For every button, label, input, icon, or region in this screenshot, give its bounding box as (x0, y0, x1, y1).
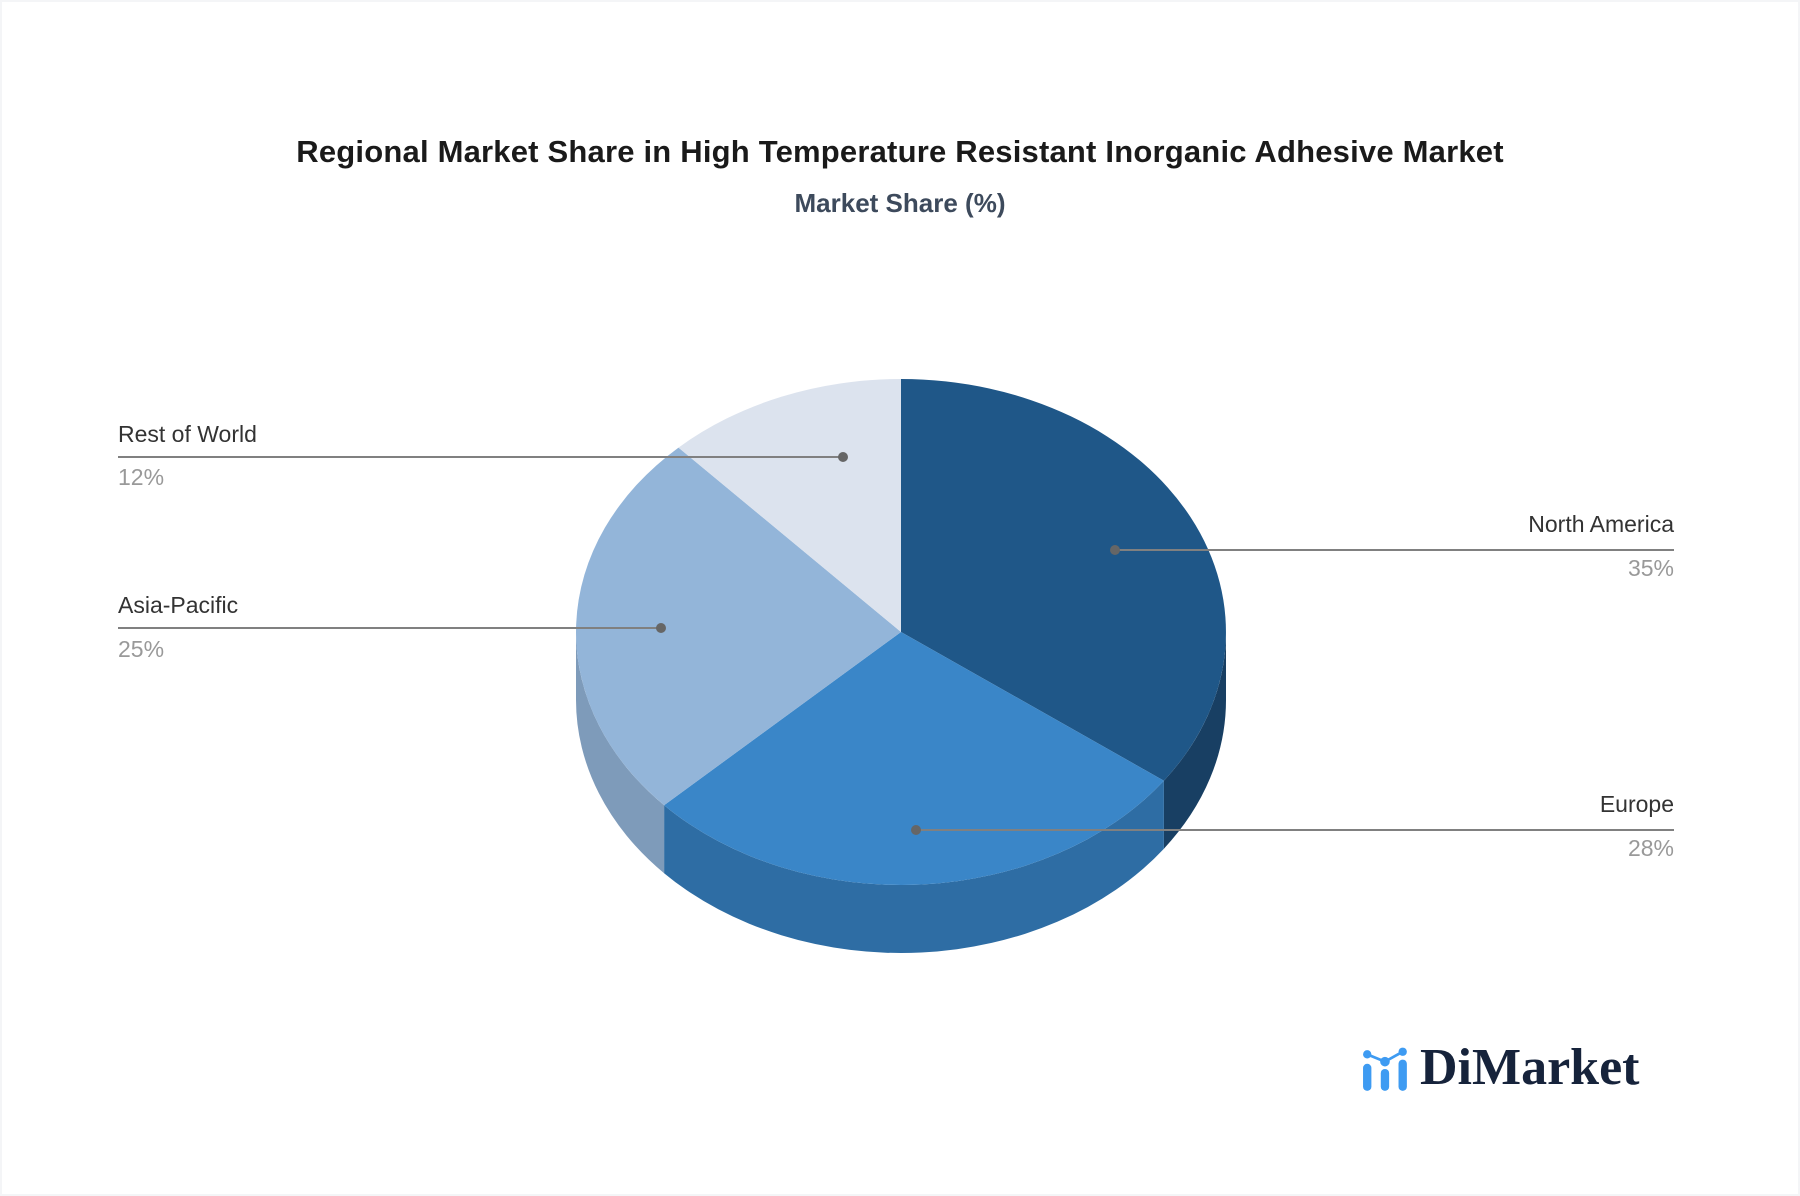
slice-value-north-america: 35% (1627, 555, 1674, 581)
leader-dot-europe (911, 825, 921, 835)
slice-side-asia-pacific (576, 632, 665, 874)
leader-dot-rest-of-world (838, 452, 848, 462)
leader-dot-asia-pacific (656, 623, 666, 633)
pie-slice-asia-pacific[interactable] (576, 447, 901, 806)
leader-dot-north-america (1110, 545, 1120, 555)
brand-name: DiMarket (1420, 1039, 1640, 1096)
slice-label-north-america: North America (1528, 511, 1674, 537)
chart-title: Regional Market Share in High Temperatur… (296, 134, 1504, 169)
slice-label-rest-of-world: Rest of World (118, 421, 257, 447)
slice-side-europe (664, 780, 1164, 953)
bar-line-chart-logo-icon (1363, 1047, 1407, 1091)
slice-label-europe: Europe (1599, 791, 1674, 817)
slice-value-rest-of-world: 12% (118, 464, 165, 490)
slice-value-europe: 28% (1627, 835, 1674, 861)
pie-slice-north-america[interactable] (901, 379, 1226, 781)
chart-subtitle: Market Share (%) (794, 188, 1006, 218)
pie-slice-europe[interactable] (664, 632, 1164, 885)
slice-side-north-america (1163, 632, 1226, 849)
pie-slice-rest-of-world[interactable] (678, 379, 902, 632)
slice-value-asia-pacific: 25% (118, 636, 165, 662)
slice-label-asia-pacific: Asia-Pacific (118, 592, 239, 618)
